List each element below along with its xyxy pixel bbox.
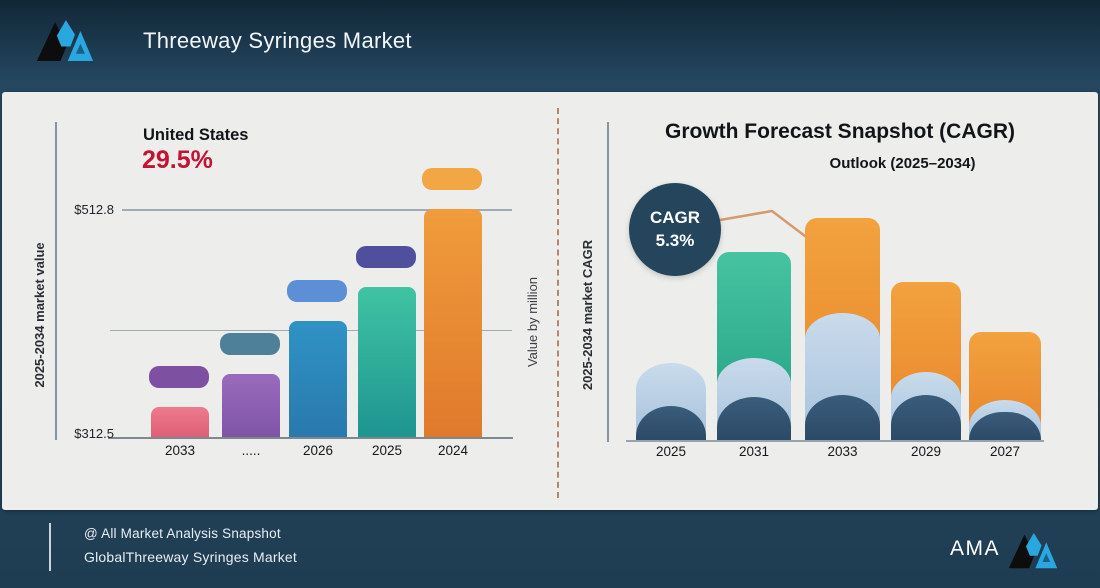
left-chart-xtick: 2024 (437, 443, 469, 458)
right-chart-y-axis (607, 122, 609, 442)
cagr-badge-value: 5.3% (655, 230, 695, 250)
panel-divider (557, 108, 559, 498)
left-chart-y-axis-label: 2025-2034 market value (32, 242, 47, 388)
right-chart-title: Growth Forecast Snapshot (CAGR) (664, 120, 1016, 143)
right-chart-subtitle: Outlook (2025–2034) (829, 155, 976, 172)
cagr-badge-label: CAGR (649, 208, 701, 228)
left-bar-cap (220, 332, 280, 355)
footer-divider-line (49, 523, 51, 571)
left-chart-title: United States (143, 126, 249, 144)
left-chart-y-axis (55, 122, 57, 440)
footer-market-text: GlobalThreeway Syringes Market (84, 549, 297, 565)
left-bar-cap (149, 365, 209, 388)
left-chart-ytick-bottom: $312.5 (74, 426, 114, 441)
left-bar-body (222, 373, 280, 437)
left-bar-body (358, 287, 416, 437)
left-bar-body (289, 321, 347, 437)
right-chart-xtick: 2031 (738, 444, 770, 459)
footer-ama-logo-icon (1008, 528, 1058, 574)
right-chart-xtick: 2029 (910, 444, 942, 459)
right-bar-segment-base (891, 395, 961, 440)
ama-logo-icon (36, 10, 94, 72)
footer-snapshot-text: @ All Market Analysis Snapshot (84, 526, 281, 541)
right-chart-xtick: 2027 (989, 444, 1021, 459)
page-title: Threeway Syringes Market (143, 28, 412, 53)
left-chart-xtick: 2026 (302, 443, 334, 458)
right-chart-xtick: 2033 (827, 444, 858, 459)
right-bar-segment-base (717, 397, 791, 440)
right-chart-x-axis (626, 440, 1044, 442)
left-bar-body (151, 406, 209, 437)
right-chart-y-axis-label: 2025-2034 market CAGR (580, 239, 595, 391)
left-bar-cap (287, 280, 347, 303)
footer-brand-text: AMA (950, 537, 1001, 560)
left-chart-x-axis (108, 437, 513, 439)
right-bar-segment-base (805, 395, 880, 440)
left-chart-gridline-top (122, 209, 512, 211)
right-chart-xtick: 2025 (655, 444, 687, 459)
left-bar-cap (422, 168, 482, 190)
left-chart-xtick: 2033 (164, 443, 196, 458)
left-bar-cap (356, 246, 416, 269)
left-chart-secondary-y-label: Value by million (525, 276, 540, 368)
left-chart-xtick: ..... (241, 443, 261, 458)
left-chart-xtick: 2025 (371, 443, 403, 458)
left-chart-ytick-top: $512.8 (74, 202, 114, 217)
left-bar-body (424, 209, 482, 437)
cagr-badge: CAGR 5.3% (629, 183, 721, 276)
left-chart-highlight-value: 29.5% (142, 146, 213, 174)
